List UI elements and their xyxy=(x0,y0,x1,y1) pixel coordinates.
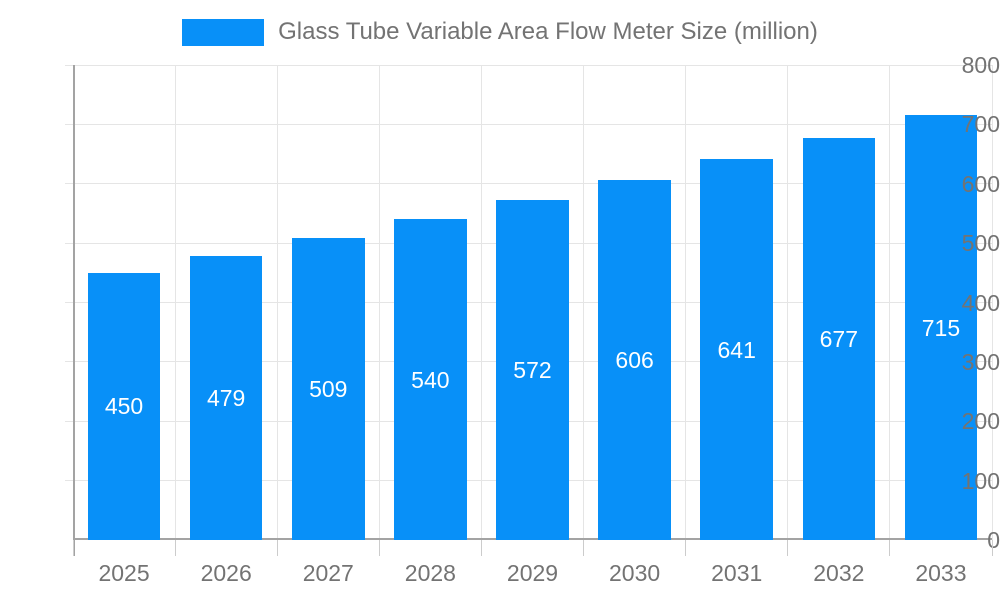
gridline-horizontal xyxy=(65,123,992,125)
x-axis-tick xyxy=(72,540,74,556)
x-tick-label: 2026 xyxy=(200,560,252,586)
gridline-vertical xyxy=(889,65,891,540)
x-tick-label: 2025 xyxy=(98,560,150,586)
y-tick-label: 800 xyxy=(961,52,1000,78)
bar: 540 xyxy=(394,219,467,540)
y-tick-label: 200 xyxy=(961,408,1000,435)
gridline-horizontal xyxy=(65,64,992,66)
gridline-vertical xyxy=(685,65,687,540)
x-axis-tick xyxy=(685,540,687,556)
x-tick-label: 2031 xyxy=(711,560,763,586)
y-tick-label: 600 xyxy=(961,170,1000,197)
gridline-vertical xyxy=(378,65,380,540)
bar-value-label: 677 xyxy=(819,326,858,353)
bar-value-label: 606 xyxy=(615,347,654,374)
y-tick-label: 700 xyxy=(961,111,1000,138)
x-tick-label: 2027 xyxy=(302,560,354,586)
y-tick-label: 0 xyxy=(987,527,1000,553)
y-tick-label: 300 xyxy=(961,348,1000,375)
bar: 641 xyxy=(700,159,773,540)
gridline-vertical xyxy=(276,65,278,540)
bar-value-label: 715 xyxy=(921,314,961,341)
x-axis-tick xyxy=(480,540,482,556)
x-axis-tick xyxy=(787,540,789,556)
x-axis-tick xyxy=(174,540,176,556)
y-axis-line xyxy=(73,65,75,556)
y-tick-label: 500 xyxy=(961,230,1000,257)
bar-value-label: 572 xyxy=(513,357,552,384)
bar-value-label: 479 xyxy=(206,384,246,411)
bar: 715 xyxy=(904,115,978,540)
gridline-horizontal xyxy=(65,183,992,185)
plot-area: 450 479 509 540 572 606 641 677 715 xyxy=(65,64,993,556)
gridline-vertical xyxy=(480,65,482,540)
gridline-vertical xyxy=(583,65,585,540)
x-axis-tick xyxy=(276,540,278,556)
x-tick-label: 2028 xyxy=(404,560,456,586)
x-axis-tick xyxy=(991,540,993,556)
legend-swatch xyxy=(182,18,265,46)
x-tick-label: 2030 xyxy=(609,560,661,586)
x-tick-label: 2033 xyxy=(915,560,967,586)
chart-legend: Glass Tube Variable Area Flow Meter Size… xyxy=(0,16,1000,48)
x-axis-tick xyxy=(583,540,585,556)
x-axis-tick xyxy=(378,540,380,556)
y-tick-label: 100 xyxy=(961,467,1000,494)
x-axis-tick xyxy=(889,540,891,556)
bar: 606 xyxy=(598,180,671,540)
x-tick-label: 2032 xyxy=(813,560,865,586)
gridline-vertical xyxy=(787,65,789,540)
bar-value-label: 641 xyxy=(717,336,756,363)
bar-value-label: 540 xyxy=(411,366,450,393)
gridline-vertical xyxy=(174,65,176,540)
gridline-vertical xyxy=(991,65,993,540)
bar: 572 xyxy=(496,200,569,540)
bar: 509 xyxy=(292,237,365,540)
bar-value-label: 509 xyxy=(309,375,348,402)
legend-label: Glass Tube Variable Area Flow Meter Size… xyxy=(278,18,818,45)
bar-value-label: 450 xyxy=(104,393,144,420)
bar: 677 xyxy=(802,138,876,540)
y-tick-label: 400 xyxy=(961,289,1000,316)
bar: 479 xyxy=(189,255,263,540)
bar: 450 xyxy=(87,272,161,540)
x-tick-label: 2029 xyxy=(506,560,559,586)
